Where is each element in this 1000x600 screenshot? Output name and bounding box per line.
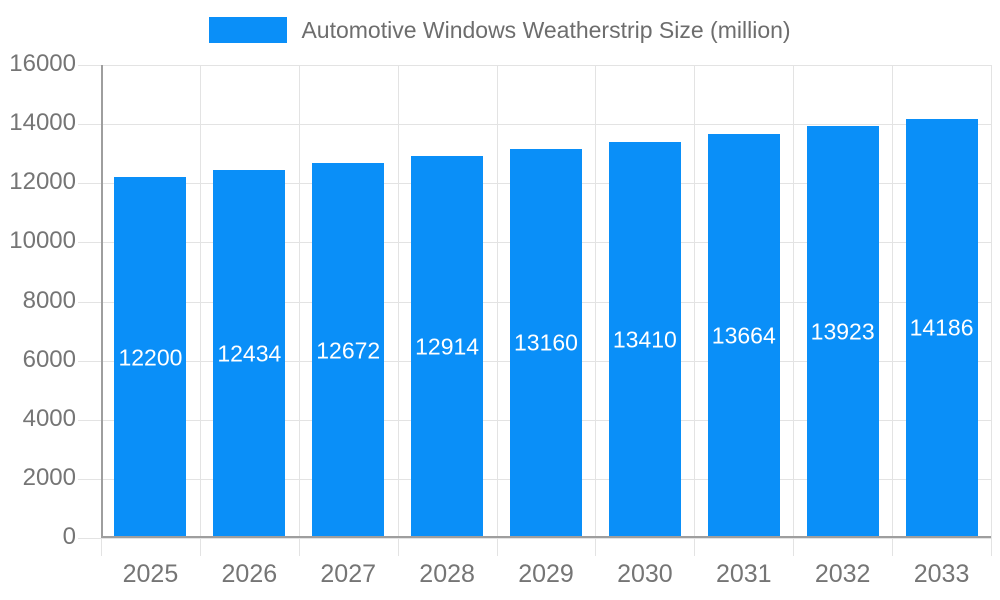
x-axis-label-2029: 2029 [518,560,574,588]
y-axis-label-8000: 8000 [22,286,76,314]
gridline-v-6 [694,65,696,556]
bar-value-label-2026: 12434 [217,340,282,367]
bar-2031[interactable] [707,134,780,538]
bar-2027[interactable] [312,163,385,538]
bar-value-label-2028: 12914 [415,333,480,360]
gridline-v-1 [199,65,201,556]
bar-value-label-2029: 13160 [514,329,578,356]
bar-value-label-2027: 12672 [316,337,381,364]
legend-series-label: Automotive Windows Weatherstrip Size (mi… [301,16,791,43]
x-axis-label-2028: 2028 [419,560,475,588]
y-axis-label-2000: 2000 [22,463,76,491]
y-axis-label-10000: 10000 [9,227,76,255]
gridline-v-8 [892,65,894,556]
plot-area: 12200 12434 12672 12914 13160 13410 13664 13923… [9,50,992,588]
x-axis-line [101,536,991,538]
x-axis-label-2030: 2030 [617,560,673,588]
gridline-h-14000 [78,124,991,126]
legend[interactable]: Automotive Windows Weatherstrip Size (mi… [0,16,1000,44]
bar-value-label-2030: 13410 [612,326,677,353]
x-axis-label-2027: 2027 [320,560,377,588]
gridline-v-5 [595,65,597,556]
x-axis-label-2031: 2031 [715,560,772,588]
legend-swatch [209,17,288,43]
bar-2026[interactable] [213,170,286,538]
y-axis-line [101,65,103,538]
bar-value-label-2031: 13664 [711,322,776,349]
gridline-v-9 [991,65,992,556]
bar-2025[interactable] [114,177,187,538]
x-axis-label-2025: 2025 [122,560,179,588]
x-axis-label-2033: 2033 [913,560,970,588]
x-axis-label-2026: 2026 [221,560,278,588]
gridline-v-7 [793,65,795,556]
bar-value-label-2032: 13923 [810,318,875,345]
y-axis-label-6000: 6000 [22,345,76,373]
gridline-h-16000 [78,65,991,66]
bar-2033[interactable] [905,118,978,538]
bar-value-label-2033: 14186 [909,314,974,341]
y-axis-label-12000: 12000 [9,168,76,196]
gridline-h-0 [78,538,991,539]
bar-value-label-2025: 12200 [118,344,183,371]
bar-2032[interactable] [806,126,879,538]
bar-2030[interactable] [608,141,681,538]
bar-2029[interactable] [510,148,582,538]
x-axis-label-2032: 2032 [814,560,871,588]
gridline-v-3 [397,65,399,556]
y-axis-label-16000: 16000 [9,49,76,77]
bar-2028[interactable] [411,156,484,538]
y-axis-label-4000: 4000 [22,404,76,432]
gridline-v-2 [298,65,300,556]
gridline-v-4 [496,65,498,556]
y-axis-label-14000: 14000 [9,109,76,137]
y-axis-label-0: 0 [62,522,76,550]
